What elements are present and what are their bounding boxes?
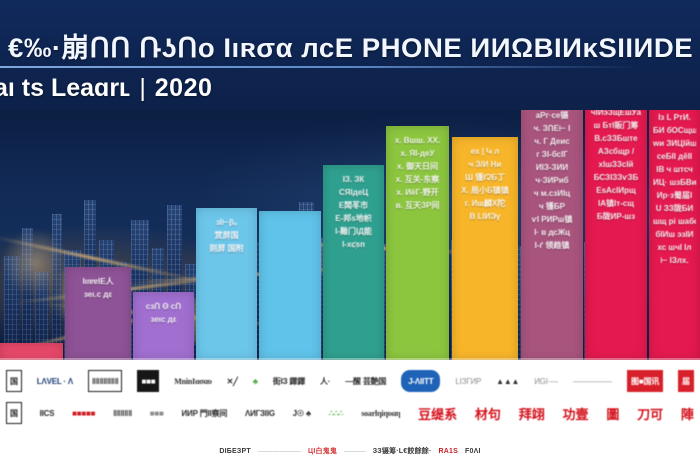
footer-part-5: ЗЗ镊筹·L€餃餘餘· (372, 448, 432, 455)
subtitle-year: 2020 (154, 74, 213, 102)
logo-25: J☉ ♣ (292, 408, 311, 418)
bar-label-brand-4: зІ⊢βₒ 赏屏国 则屏 国附 (209, 218, 244, 253)
logo-8: 街ІЗ 鐸鐸 (272, 376, 306, 386)
logo-34: 陣 (680, 406, 694, 422)
bar-label-brand-7: х. Вшш. ХХ. х. ЯІ‐деУ х. 御天日间 х. 互关‐东察 х. Иё… (394, 136, 441, 210)
logo-9: 人· (319, 376, 331, 386)
logo-32: 圖 (606, 406, 620, 422)
footer-part-6: RA1S (438, 447, 458, 455)
bar-label-brand-10: чІИэЗщЕшУа ш БтІ販门筹 В.сЗЗБште АЗсбщр / хІшЗЗ… (590, 108, 642, 221)
logo-18: 国 (6, 402, 22, 424)
logo-10: —醒 芸艶国 (345, 376, 387, 386)
bar-brand-1 (0, 343, 63, 360)
brand-logo-strip: 国 LΛVEL · Λ ‖‖‖‖‖‖‖ ■■■ MninІασαυ ✕╱ ♣ 街ІЗ 鐸鐸 人·… (0, 360, 700, 432)
logo-23: ИИР 門ІІ察间 (181, 408, 228, 418)
bar-chart: ІııɐɐІE人 зеι.с дε сзՈ Θ сՈ зеιс дε зІ⊢βₒ 赏屏国则… (0, 78, 700, 360)
logo-row-bottom: 国 ІICS ■■■■■ ‖‖‖‖‖ ■■■ ИИР 門ІІ察间 ΛИГЗІІG J☉ ♣ ∴∴… (4, 397, 696, 429)
logo-31: 功壹 (562, 406, 589, 422)
bar-brand-10: чІИэЗщЕшУа ш БтІ販门筹 В.сЗЗБште АЗсбщр / хІшЗЗ… (585, 98, 647, 360)
footer-part-4: ——— (344, 447, 366, 455)
logo-15: ————— (573, 376, 613, 386)
logo-2: LΛVEL · Λ (36, 376, 74, 386)
subtitle-text: aı ts Leaɑrʟ (0, 74, 131, 102)
logo-26: ∴∴∴ (328, 408, 344, 418)
logo-16: 图■国讯 (627, 370, 664, 392)
logo-6: ✕╱ (226, 376, 238, 386)
logo-1: 国 (6, 370, 22, 392)
logo-3: ‖‖‖‖‖‖‖ (88, 370, 123, 392)
bar-brand-7: х. Вшш. ХХ. х. ЯІ‐деУ х. 御天日间 х. 互关‐东察 х. Иё… (386, 126, 449, 360)
logo-20: ■■■■■ (72, 408, 96, 418)
logo-19: ІICS (39, 408, 55, 418)
bar-label-brand-3: сзՈ Θ сՈ зеιс дε (145, 302, 182, 324)
logo-12: LІЗГИР (455, 376, 482, 386)
bar-label-brand-6: ІЗ. ЗК СЯІдеЦ Е鬦苳市 Е‐邦ѕ地帜 I‐難门ІД能 I‐хс҉ѕп (335, 175, 372, 249)
footer-part-1: DІБЕЗРT (219, 447, 251, 455)
poster-header: €‰·崩ՈՈ ՌʖՈο Іıʀσα лсΕ PHONE ИИΩBIИκSIIИD… (0, 0, 700, 110)
logo-30: 拜翊 (518, 406, 545, 422)
logo-13: ▲▲▲ (496, 376, 520, 386)
header-subtitle: aı ts Leaɑrʟ | 2020 (0, 74, 212, 103)
logo-29: 材句 (474, 406, 501, 422)
header-divider-rule (0, 66, 640, 68)
logo-7: ♣ (252, 376, 258, 386)
footer-part-3: ЦІ白鬼鬼 (308, 448, 338, 455)
bar-brand-6: ІЗ. ЗК СЯІдеЦ Е鬦苳市 Е‐邦ѕ地帜 I‐難门ІД能 I‐хс҉ѕп (323, 165, 384, 360)
logo-14: ИGІ·— (534, 376, 559, 386)
logo-28: 豆缇系 (418, 406, 458, 422)
page-title: €‰·崩ՈՈ ՌʖՈο Іıʀσα лсΕ PHONE ИИΩBIИκSIIИD… (8, 33, 694, 63)
subtitle-divider: | (139, 74, 146, 102)
logo-21: ‖‖‖‖‖ (113, 408, 132, 418)
bar-brand-3: сзՈ Θ сՈ зеιс дε (133, 292, 194, 360)
chart-baseline (0, 358, 700, 360)
logo-row-top: 国 LΛVEL · Λ ‖‖‖‖‖‖‖ ■■■ MninІασαυ ✕╱ ♣ 街ІЗ 鐸鐸 人·… (4, 365, 696, 397)
logo-22: ■■■ (149, 408, 164, 418)
footer-part-7: F0ΛІ (465, 447, 481, 455)
logo-17: 届 (678, 370, 694, 392)
bar-label-brand-2: ІııɐɐІE人 зеι.с дε (82, 277, 114, 299)
bar-brand-5 (259, 211, 321, 360)
logo-27: soarlηiηυαη (361, 408, 401, 418)
logo-24: ΛИГЗІІG (244, 408, 275, 418)
logo-5: MninІασαυ (174, 376, 212, 386)
bar-brand-4: зІ⊢βₒ 赏屏国 则屏 国附 (196, 208, 257, 360)
bar-brand-2: ІııɐɐІE人 зеι.с дε (65, 267, 131, 360)
logo-33: 刀可 (637, 406, 664, 422)
logo-4: ■■■ (137, 370, 160, 392)
footer-part-2: —————— (257, 447, 302, 455)
poster-footer: DІБЕЗРT —————— ЦІ白鬼鬼 ——— ЗЗ镊筹·L€餃餘餘· RA1… (0, 432, 700, 470)
logo-11: J-ΛІІTT (401, 370, 441, 392)
